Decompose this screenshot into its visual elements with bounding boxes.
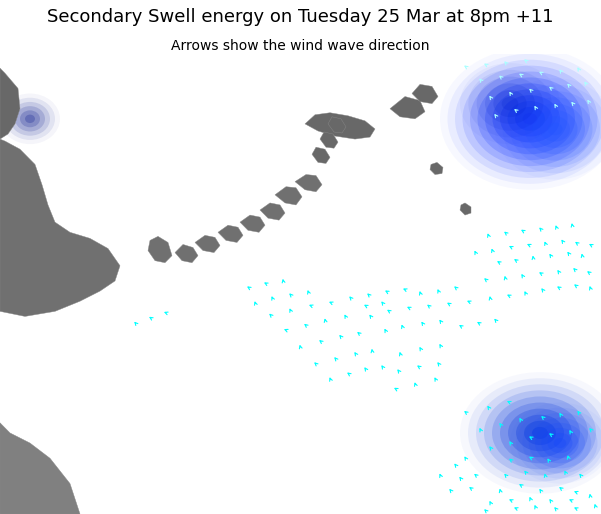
Ellipse shape <box>548 433 573 453</box>
Ellipse shape <box>492 89 567 149</box>
Polygon shape <box>390 97 425 119</box>
Ellipse shape <box>532 110 578 148</box>
Ellipse shape <box>516 408 601 479</box>
Ellipse shape <box>508 409 572 457</box>
Polygon shape <box>312 147 330 163</box>
Ellipse shape <box>529 418 591 468</box>
Ellipse shape <box>548 123 563 135</box>
Ellipse shape <box>485 83 535 124</box>
Polygon shape <box>460 203 471 215</box>
Ellipse shape <box>492 396 588 469</box>
Ellipse shape <box>15 106 45 132</box>
Ellipse shape <box>522 113 537 125</box>
Ellipse shape <box>484 390 596 475</box>
Ellipse shape <box>20 111 40 127</box>
Ellipse shape <box>517 97 593 160</box>
Ellipse shape <box>554 438 566 448</box>
Polygon shape <box>0 68 20 139</box>
Ellipse shape <box>507 101 552 137</box>
Polygon shape <box>175 245 198 263</box>
Polygon shape <box>430 162 443 175</box>
Ellipse shape <box>468 70 552 137</box>
Ellipse shape <box>525 104 585 154</box>
Ellipse shape <box>500 402 580 463</box>
Ellipse shape <box>478 78 582 160</box>
Ellipse shape <box>455 60 601 178</box>
Ellipse shape <box>25 115 35 123</box>
Ellipse shape <box>476 384 601 482</box>
Ellipse shape <box>468 378 601 488</box>
Polygon shape <box>240 215 265 232</box>
Ellipse shape <box>522 413 597 473</box>
Ellipse shape <box>493 90 526 117</box>
Ellipse shape <box>502 97 518 111</box>
Ellipse shape <box>5 98 55 140</box>
Ellipse shape <box>535 423 585 463</box>
Ellipse shape <box>516 415 564 451</box>
Ellipse shape <box>524 421 556 445</box>
Ellipse shape <box>470 71 590 166</box>
Polygon shape <box>218 225 243 243</box>
Polygon shape <box>328 117 346 133</box>
Ellipse shape <box>463 66 597 172</box>
Ellipse shape <box>10 102 50 136</box>
Ellipse shape <box>448 54 601 184</box>
Ellipse shape <box>532 427 548 439</box>
Ellipse shape <box>502 85 601 173</box>
Ellipse shape <box>515 107 545 131</box>
Ellipse shape <box>500 95 560 142</box>
Ellipse shape <box>542 428 579 458</box>
Polygon shape <box>295 175 322 192</box>
Ellipse shape <box>540 116 570 142</box>
Polygon shape <box>0 139 120 317</box>
Polygon shape <box>275 187 302 205</box>
Polygon shape <box>320 132 338 148</box>
Text: Arrows show the wind wave direction: Arrows show the wind wave direction <box>171 39 430 53</box>
Ellipse shape <box>510 91 600 167</box>
Polygon shape <box>412 84 438 104</box>
Polygon shape <box>148 236 172 263</box>
Ellipse shape <box>485 83 575 154</box>
Polygon shape <box>0 423 80 514</box>
Text: Secondary Swell energy on Tuesday 25 Mar at 8pm +11: Secondary Swell energy on Tuesday 25 Mar… <box>47 8 554 26</box>
Polygon shape <box>195 235 220 252</box>
Polygon shape <box>260 203 285 220</box>
Polygon shape <box>305 113 375 139</box>
Ellipse shape <box>477 77 543 131</box>
